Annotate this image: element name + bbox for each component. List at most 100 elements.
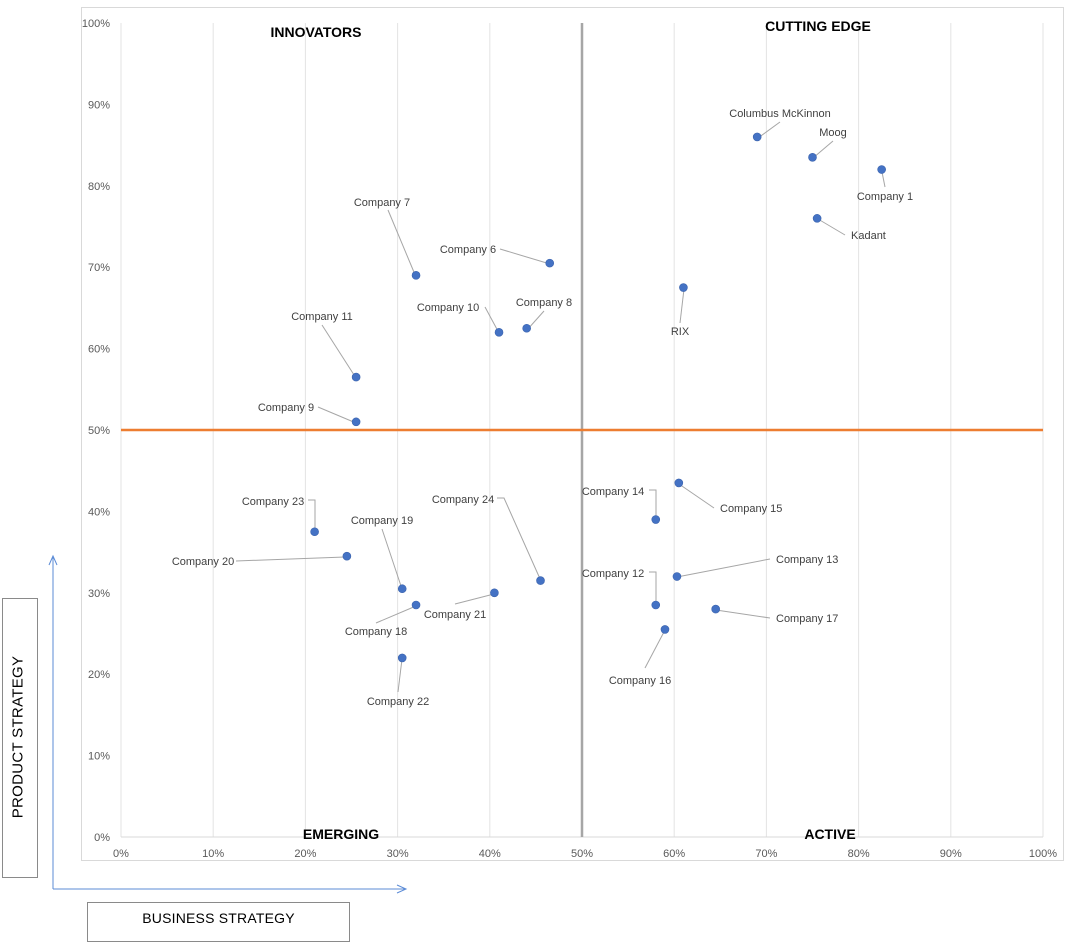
x-tick-label: 100% <box>1029 848 1057 860</box>
data-point <box>808 153 817 162</box>
data-point <box>310 527 319 537</box>
x-tick-label: 80% <box>848 848 870 860</box>
quadrant-label-innovators: INNOVATORS <box>270 24 361 40</box>
x-tick-label: 20% <box>294 848 316 860</box>
y-tick-label: 20% <box>88 669 110 681</box>
data-label: Company 14 <box>582 486 644 498</box>
data-point <box>494 328 504 337</box>
chart-area-border <box>81 7 1064 861</box>
data-label: Company 9 <box>258 402 314 414</box>
quadrant-label-cutting-edge: CUTTING EDGE <box>765 18 871 34</box>
data-label: Moog <box>819 127 847 139</box>
quadrant-label-active: ACTIVE <box>804 826 855 842</box>
data-label: Company 6 <box>440 244 496 256</box>
data-point <box>411 271 421 280</box>
leader-line <box>676 558 771 578</box>
leader-line <box>812 140 834 159</box>
leader-line <box>484 306 500 334</box>
leader-line <box>499 248 551 265</box>
leader-line <box>757 121 781 139</box>
data-label: Company 10 <box>417 302 479 314</box>
leader-line <box>497 497 542 582</box>
data-point <box>411 600 421 610</box>
y-tick-label: 70% <box>88 262 110 274</box>
y-tick-label: 50% <box>88 425 110 437</box>
data-label: Company 15 <box>720 503 782 515</box>
data-label: Columbus McKinnon <box>729 108 831 120</box>
y-tick-label: 100% <box>82 18 110 30</box>
data-point <box>660 625 670 634</box>
data-label: Company 7 <box>354 197 410 209</box>
y-axis-title: PRODUCT STRATEGY <box>9 655 27 819</box>
leader-line <box>881 171 886 188</box>
x-tick-label: 30% <box>387 848 409 860</box>
data-point <box>812 214 822 223</box>
quadrant-label-emerging: EMERGING <box>303 826 379 842</box>
data-label: Company 8 <box>516 297 572 309</box>
y-tick-label: 40% <box>88 506 110 518</box>
y-tick-label: 0% <box>94 832 110 844</box>
data-label: Company 19 <box>351 515 413 527</box>
x-axis-title-box: BUSINESS STRATEGY <box>87 902 350 942</box>
data-label: Company 23 <box>242 496 304 508</box>
data-label: Company 18 <box>345 626 407 638</box>
leader-line <box>649 571 657 606</box>
leader-line <box>644 629 666 669</box>
data-point <box>545 258 555 268</box>
x-tick-label: 40% <box>479 848 501 860</box>
leader-line <box>649 489 657 520</box>
data-point <box>672 572 682 581</box>
x-tick-label: 10% <box>202 848 224 860</box>
leader-line <box>397 658 403 693</box>
data-point <box>342 551 352 561</box>
leader-line <box>678 483 715 509</box>
leader-line <box>817 218 846 236</box>
data-point <box>877 165 886 174</box>
data-point <box>651 600 661 610</box>
data-label: Company 24 <box>432 494 494 506</box>
leader-line <box>454 593 495 605</box>
leader-line <box>308 499 316 532</box>
data-point <box>351 372 361 382</box>
x-tick-label: 0% <box>113 848 129 860</box>
leader-line <box>679 288 685 324</box>
data-label: Company 20 <box>172 556 234 568</box>
data-point <box>522 323 531 333</box>
data-point <box>679 283 688 292</box>
data-point <box>651 515 661 524</box>
data-point <box>752 132 762 142</box>
y-tick-label: 30% <box>88 588 110 600</box>
data-point <box>397 584 407 594</box>
leader-line <box>715 609 771 619</box>
data-label: Company 22 <box>367 696 429 708</box>
x-tick-label: 50% <box>571 848 593 860</box>
data-label: Company 16 <box>609 675 671 687</box>
data-label: Kadant <box>851 230 886 242</box>
data-label: Company 13 <box>776 554 838 566</box>
y-tick-label: 60% <box>88 344 110 356</box>
leader-line <box>317 406 357 424</box>
data-label: Company 17 <box>776 613 838 625</box>
y-axis-title-box <box>2 598 38 878</box>
data-label: RIX <box>671 326 690 338</box>
x-axis-arrowhead <box>396 884 408 894</box>
x-tick-label: 70% <box>755 848 777 860</box>
data-point <box>490 588 499 598</box>
leader-line <box>381 528 403 590</box>
data-point <box>536 576 545 585</box>
x-tick-label: 90% <box>940 848 962 860</box>
data-label: Company 21 <box>424 609 486 621</box>
x-tick-label: 60% <box>663 848 685 860</box>
data-label: Company 12 <box>582 568 644 580</box>
y-tick-label: 90% <box>88 99 110 111</box>
data-point <box>711 604 720 614</box>
data-point <box>397 653 407 663</box>
leader-line <box>321 324 357 379</box>
data-point <box>351 417 361 427</box>
y-axis-arrowhead <box>48 554 58 566</box>
leader-line <box>235 556 346 562</box>
data-label: Company 1 <box>857 191 913 203</box>
data-point <box>674 478 684 488</box>
y-tick-label: 80% <box>88 181 110 193</box>
